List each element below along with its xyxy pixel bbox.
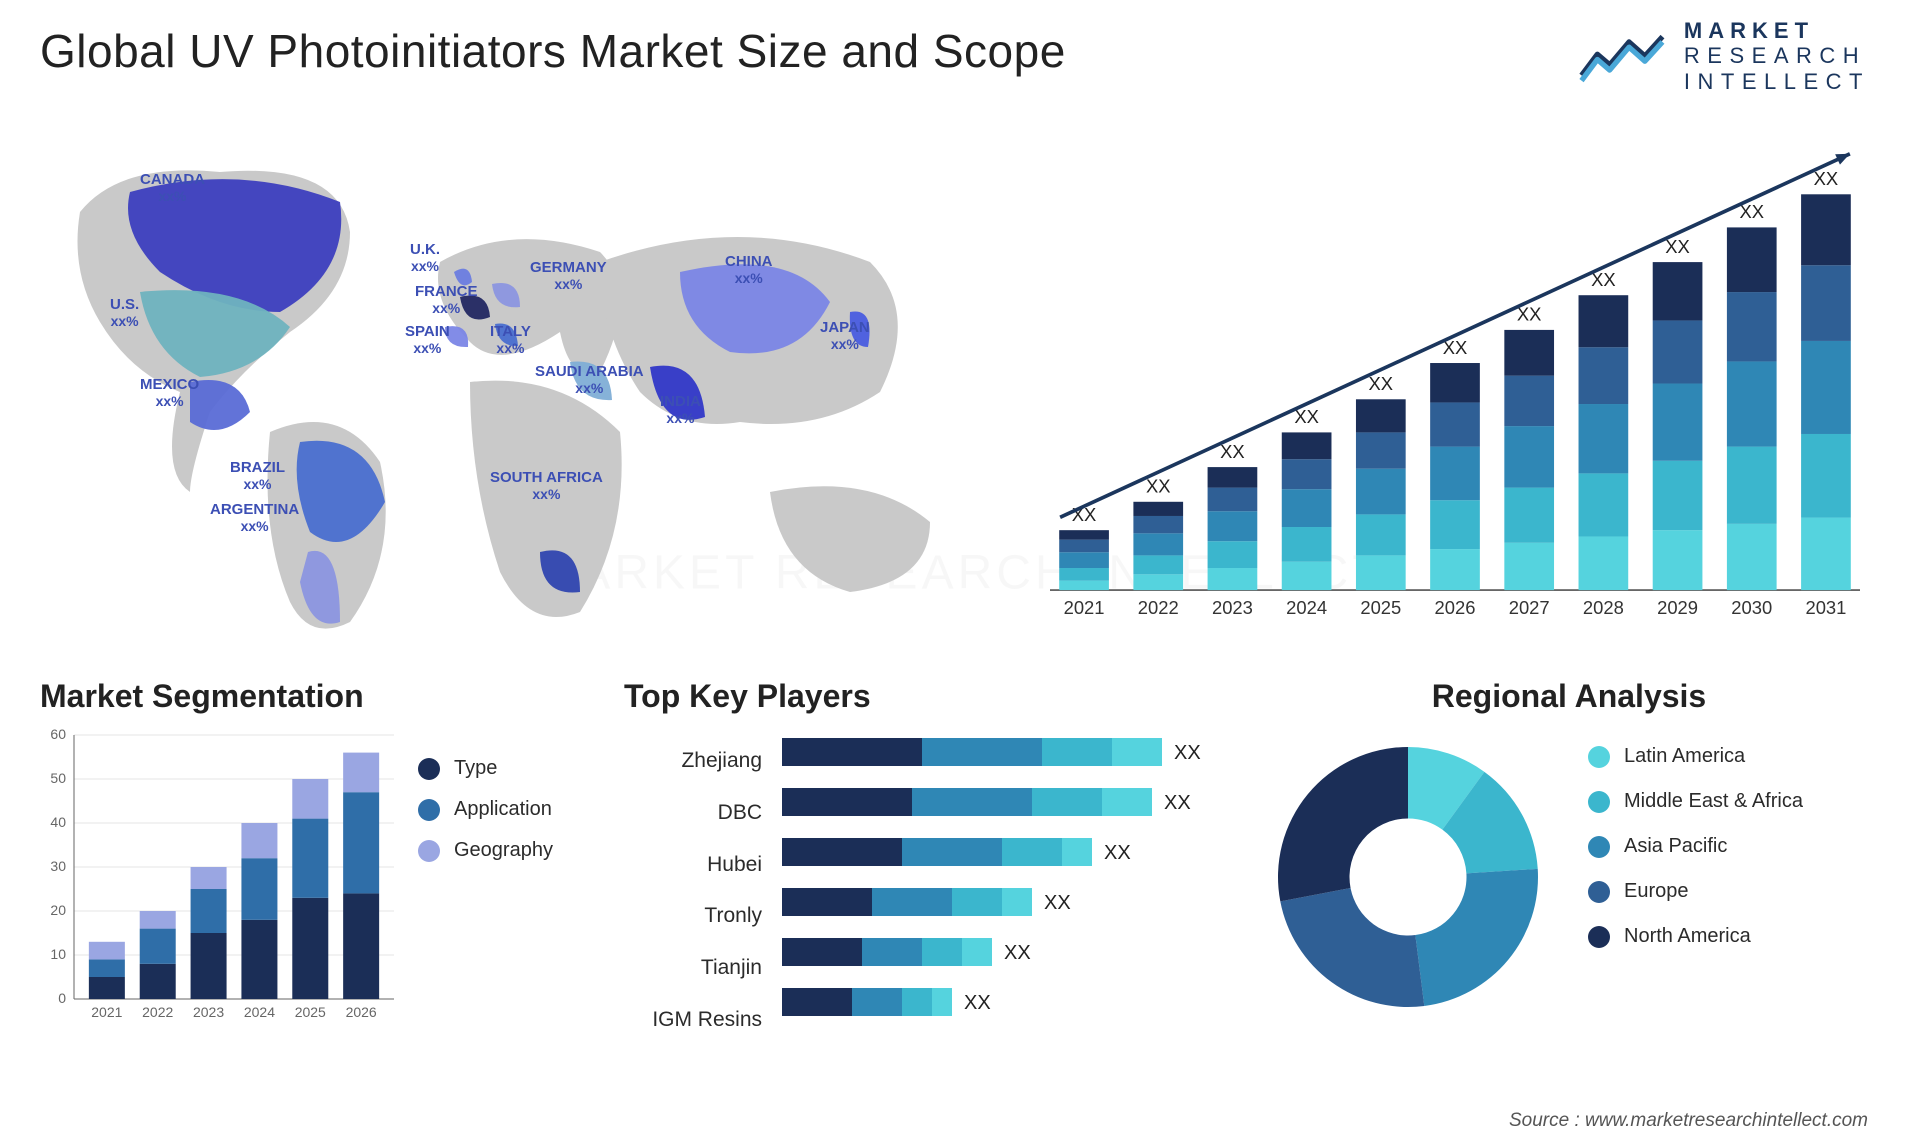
svg-text:XX: XX — [1004, 942, 1031, 964]
regional-donut-svg — [1258, 727, 1558, 1027]
regional-title: Regional Analysis — [1258, 678, 1880, 715]
keyplayers-labels: Zhejiang DBC Hubei Tronly Tianjin IGM Resins — [624, 727, 774, 1054]
svg-text:2029: 2029 — [1657, 597, 1698, 618]
map-label-mexico: MEXICOxx% — [140, 377, 199, 410]
brand-text: MARKET RESEARCH INTELLECT — [1684, 18, 1870, 94]
svg-text:2031: 2031 — [1805, 597, 1846, 618]
kp-label-zhejiang: Zhejiang — [624, 749, 762, 773]
svg-text:XX: XX — [1814, 168, 1839, 189]
kp-label-tronly: Tronly — [624, 904, 762, 928]
svg-text:2026: 2026 — [1435, 597, 1476, 618]
brand-logo-icon — [1578, 28, 1666, 84]
map-label-china: CHINAxx% — [725, 254, 773, 287]
svg-text:XX: XX — [964, 992, 991, 1014]
svg-text:2023: 2023 — [1212, 597, 1253, 618]
segmentation-title: Market Segmentation — [40, 678, 600, 715]
svg-text:50: 50 — [50, 770, 66, 786]
keyplayers-chart: XX XX XX XX XX XX — [778, 727, 1234, 1054]
map-label-u.k.: U.K.xx% — [410, 242, 440, 275]
svg-text:XX: XX — [1174, 742, 1201, 764]
svg-text:2022: 2022 — [1138, 597, 1179, 618]
svg-text:2030: 2030 — [1731, 597, 1772, 618]
svg-text:XX: XX — [1104, 842, 1131, 864]
keyplayers-panel: Top Key Players Zhejiang DBC Hubei Tronly Ti… — [624, 678, 1234, 1054]
svg-text:60: 60 — [50, 727, 66, 742]
regional-legend: Latin America Middle East & Africa Asia Pa… — [1588, 745, 1803, 948]
svg-text:2027: 2027 — [1509, 597, 1550, 618]
source-label: Source : www.marketresearchintellect.com — [1509, 1110, 1868, 1132]
ra-legend-asia-pacific: Asia Pacific — [1588, 835, 1803, 858]
kp-label-igm-resins: IGM Resins — [624, 1008, 762, 1032]
svg-text:2022: 2022 — [142, 1004, 173, 1020]
seg-legend-geography: Geography — [418, 839, 553, 862]
map-label-south-africa: SOUTH AFRICAxx% — [490, 470, 603, 503]
map-label-spain: SPAINxx% — [405, 324, 450, 357]
seg-legend-application: Application — [418, 798, 553, 821]
map-label-germany: GERMANYxx% — [530, 260, 607, 293]
svg-text:2024: 2024 — [244, 1004, 275, 1020]
svg-text:2021: 2021 — [91, 1004, 122, 1020]
growth-chart-svg: XX2021XX2022XX2023XX2024XX2025XX2026XX20… — [1050, 148, 1860, 664]
brand-logo: MARKET RESEARCH INTELLECT — [1578, 18, 1870, 94]
kp-label-dbc: DBC — [624, 801, 762, 825]
keyplayers-chart-svg: XX XX XX XX XX XX — [778, 727, 1218, 1027]
svg-text:30: 30 — [50, 858, 66, 874]
svg-text:2025: 2025 — [295, 1004, 326, 1020]
row-1: CANADAxx% U.S.xx% MEXICOxx% BRAZILxx% ARGENT… — [40, 132, 1880, 672]
kp-label-hubei: Hubei — [624, 853, 762, 877]
regional-panel: Regional Analysis Latin America Middle Ea… — [1258, 678, 1880, 1054]
svg-text:2028: 2028 — [1583, 597, 1624, 618]
map-label-france: FRANCExx% — [415, 284, 478, 317]
map-label-india: INDIAxx% — [660, 394, 701, 427]
svg-text:2023: 2023 — [193, 1004, 224, 1020]
segmentation-chart: 0 10 20 30 40 50 60 2021 2022 2023 2024 2025 2026 — [40, 727, 400, 1027]
map-label-argentina: ARGENTINAxx% — [210, 502, 299, 535]
svg-text:XX: XX — [1164, 792, 1191, 814]
map-label-brazil: BRAZILxx% — [230, 460, 285, 493]
seg-legend-type: Type — [418, 757, 553, 780]
segmentation-legend: Type Application Geography — [418, 757, 553, 862]
growth-chart: XX2021XX2022XX2023XX2024XX2025XX2026XX20… — [1030, 132, 1880, 672]
svg-text:XX: XX — [1369, 373, 1394, 394]
world-map-wrap: CANADAxx% U.S.xx% MEXICOxx% BRAZILxx% ARGENT… — [40, 132, 1000, 672]
svg-text:XX: XX — [1044, 892, 1071, 914]
svg-text:XX: XX — [1220, 441, 1245, 462]
segmentation-chart-svg: 0 10 20 30 40 50 60 2021 2022 2023 2024 2025 2026 — [40, 727, 400, 1027]
regional-donut — [1258, 727, 1558, 1027]
page-root: MARKET RESEARCH INTELLECT Global UV Phot… — [0, 0, 1920, 1146]
svg-text:10: 10 — [50, 946, 66, 962]
segmentation-panel: Market Segmentation 0 10 20 30 40 50 60 2021 202… — [40, 678, 600, 1054]
header: Global UV Photoinitiators Market Size an… — [40, 24, 1880, 124]
svg-text:XX: XX — [1146, 476, 1171, 497]
brand-l2: RESEARCH — [1684, 43, 1870, 68]
svg-text:2026: 2026 — [346, 1004, 377, 1020]
brand-l1: MARKET — [1684, 18, 1870, 43]
svg-text:20: 20 — [50, 902, 66, 918]
ra-legend-europe: Europe — [1588, 880, 1803, 903]
kp-label-tianjin: Tianjin — [624, 956, 762, 980]
svg-text:2024: 2024 — [1286, 597, 1327, 618]
map-label-canada: CANADAxx% — [140, 172, 205, 205]
row-2: Market Segmentation 0 10 20 30 40 50 60 2021 202… — [40, 678, 1880, 1054]
map-label-italy: ITALYxx% — [490, 324, 531, 357]
brand-l3: INTELLECT — [1684, 69, 1870, 94]
ra-legend-middle-east-africa: Middle East & Africa — [1588, 790, 1803, 813]
map-label-japan: JAPANxx% — [820, 320, 870, 353]
map-label-saudi-arabia: SAUDI ARABIAxx% — [535, 364, 644, 397]
svg-text:0: 0 — [58, 990, 66, 1006]
svg-text:40: 40 — [50, 814, 66, 830]
svg-text:2021: 2021 — [1064, 597, 1105, 618]
svg-text:2025: 2025 — [1360, 597, 1401, 618]
map-label-u.s.: U.S.xx% — [110, 297, 139, 330]
page-title: Global UV Photoinitiators Market Size an… — [40, 24, 1066, 78]
keyplayers-title: Top Key Players — [624, 678, 1234, 715]
ra-legend-latin-america: Latin America — [1588, 745, 1803, 768]
ra-legend-north-america: North America — [1588, 925, 1803, 948]
